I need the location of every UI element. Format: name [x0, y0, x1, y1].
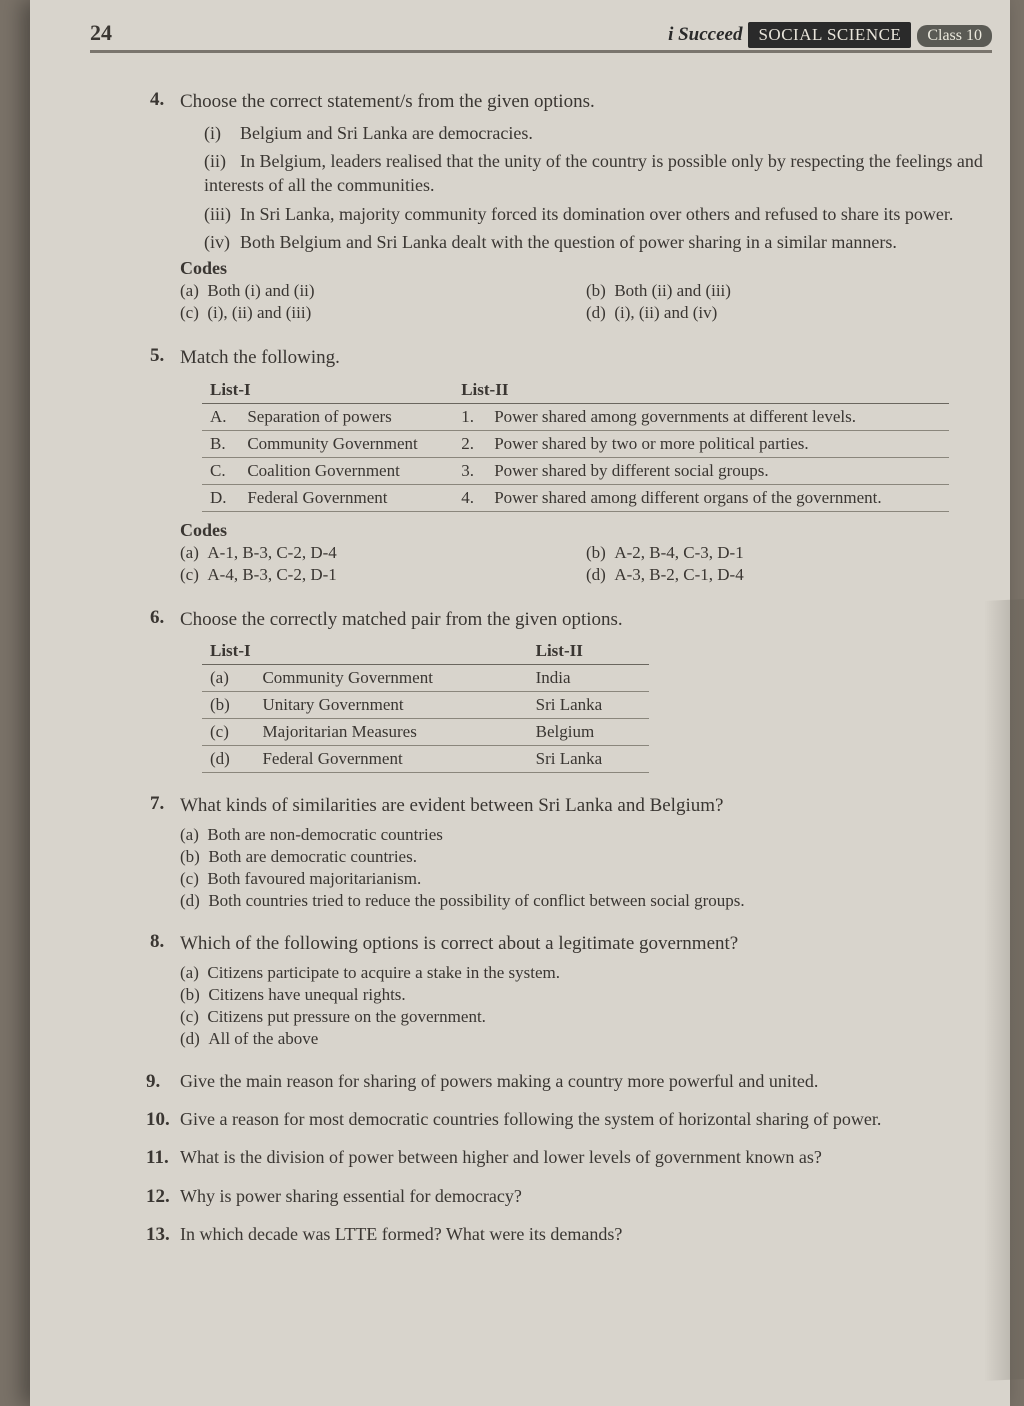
option-c: (c) A-4, B-3, C-2, D-1: [180, 565, 586, 585]
question-number: 11.: [146, 1145, 169, 1171]
question-text: In which decade was LTTE formed? What we…: [180, 1224, 622, 1244]
question-5: 5. Match the following. List-IList-II A.…: [90, 345, 992, 587]
option-b: (b) Both are democratic countries.: [180, 847, 992, 867]
table-row: D.Federal Government4.Power shared among…: [202, 484, 949, 511]
book-brand: i Succeed SOCIAL SCIENCE Class 10: [668, 22, 992, 48]
question-8: 8. Which of the following options is cor…: [90, 931, 992, 1049]
codes-heading: Codes: [180, 520, 992, 541]
question-stem: Choose the correct statement/s from the …: [180, 89, 992, 115]
option-a: (a) Both (i) and (ii): [180, 281, 586, 301]
codes-options: (a) Both (i) and (ii) (b) Both (ii) and …: [180, 281, 992, 325]
option-b: (b) A-2, B-4, C-3, D-1: [586, 543, 992, 563]
option-b: (b) Citizens have unequal rights.: [180, 985, 992, 1005]
table-row: C.Coalition Government3.Power shared by …: [202, 457, 949, 484]
table-row: B.Community Government2.Power shared by …: [202, 430, 949, 457]
question-stem: What kinds of similarities are evident b…: [180, 793, 992, 819]
question-number: 8.: [150, 931, 164, 953]
brand-italic: i Succeed: [668, 24, 742, 46]
table-row: (c)Majoritarian MeasuresBelgium: [202, 719, 649, 746]
codes-options: (a) A-1, B-3, C-2, D-4 (b) A-2, B-4, C-3…: [180, 543, 992, 587]
option-a: (a) Both are non-democratic countries: [180, 825, 992, 845]
table-row: (b)Unitary GovernmentSri Lanka: [202, 692, 649, 719]
option-c: (c) Both favoured majoritarianism.: [180, 869, 992, 889]
option-d: (d) (i), (ii) and (iv): [586, 303, 992, 323]
option-c: (c) Citizens put pressure on the governm…: [180, 1007, 992, 1027]
question-number: 13.: [146, 1222, 170, 1248]
question-11: 11. What is the division of power betwee…: [90, 1145, 992, 1169]
codes-heading: Codes: [180, 258, 992, 279]
page-header: 24 i Succeed SOCIAL SCIENCE Class 10: [90, 20, 992, 53]
list2-head: List-II: [528, 638, 649, 665]
question-6: 6. Choose the correctly matched pair fro…: [90, 607, 992, 774]
statement: (ii)In Belgium, leaders realised that th…: [180, 149, 992, 198]
table-row: (a)Community GovernmentIndia: [202, 665, 649, 692]
option-b: (b) Both (ii) and (iii): [586, 281, 992, 301]
question-text: Why is power sharing essential for democ…: [180, 1186, 522, 1206]
class-badge: Class 10: [917, 25, 992, 47]
question-13: 13. In which decade was LTTE formed? Wha…: [90, 1222, 992, 1246]
question-number: 4.: [150, 89, 164, 111]
question-12: 12. Why is power sharing essential for d…: [90, 1184, 992, 1208]
question-number: 9.: [146, 1069, 160, 1095]
question-number: 10.: [146, 1107, 170, 1133]
list2-head: List-II: [453, 377, 949, 404]
page: 24 i Succeed SOCIAL SCIENCE Class 10 4. …: [30, 0, 1010, 1406]
statement: (iv)Both Belgium and Sri Lanka dealt wit…: [180, 230, 992, 254]
question-text: Give a reason for most democratic countr…: [180, 1109, 881, 1129]
list1-head: List-I: [202, 638, 528, 665]
option-a: (a) Citizens participate to acquire a st…: [180, 963, 992, 983]
statement: (iii)In Sri Lanka, majority community fo…: [180, 202, 992, 226]
question-number: 7.: [150, 793, 164, 815]
match-table: List-IList-II A.Separation of powers1.Po…: [202, 377, 949, 512]
option-d: (d) Both countries tried to reduce the p…: [180, 891, 992, 911]
subject-badge: SOCIAL SCIENCE: [748, 22, 911, 48]
question-stem: Match the following.: [180, 345, 992, 371]
table-row: A.Separation of powers1.Power shared amo…: [202, 403, 949, 430]
question-number: 12.: [146, 1184, 170, 1210]
question-number: 6.: [150, 607, 164, 629]
page-number: 24: [90, 20, 112, 46]
question-7: 7. What kinds of similarities are eviden…: [90, 793, 992, 911]
option-a: (a) A-1, B-3, C-2, D-4: [180, 543, 586, 563]
question-4: 4. Choose the correct statement/s from t…: [90, 89, 992, 325]
question-number: 5.: [150, 345, 164, 367]
option-d: (d) A-3, B-2, C-1, D-4: [586, 565, 992, 585]
option-d: (d) All of the above: [180, 1029, 992, 1049]
question-text: What is the division of power between hi…: [180, 1147, 822, 1167]
statement: (i)Belgium and Sri Lanka are democracies…: [180, 121, 992, 145]
question-10: 10. Give a reason for most democratic co…: [90, 1107, 992, 1131]
list1-head: List-I: [202, 377, 453, 404]
question-text: Give the main reason for sharing of powe…: [180, 1071, 818, 1091]
question-stem: Choose the correctly matched pair from t…: [180, 607, 992, 633]
question-stem: Which of the following options is correc…: [180, 931, 992, 957]
option-c: (c) (i), (ii) and (iii): [180, 303, 586, 323]
table-row: (d)Federal GovernmentSri Lanka: [202, 746, 649, 773]
pair-table: List-IList-II (a)Community GovernmentInd…: [202, 638, 649, 773]
question-9: 9. Give the main reason for sharing of p…: [90, 1069, 992, 1093]
